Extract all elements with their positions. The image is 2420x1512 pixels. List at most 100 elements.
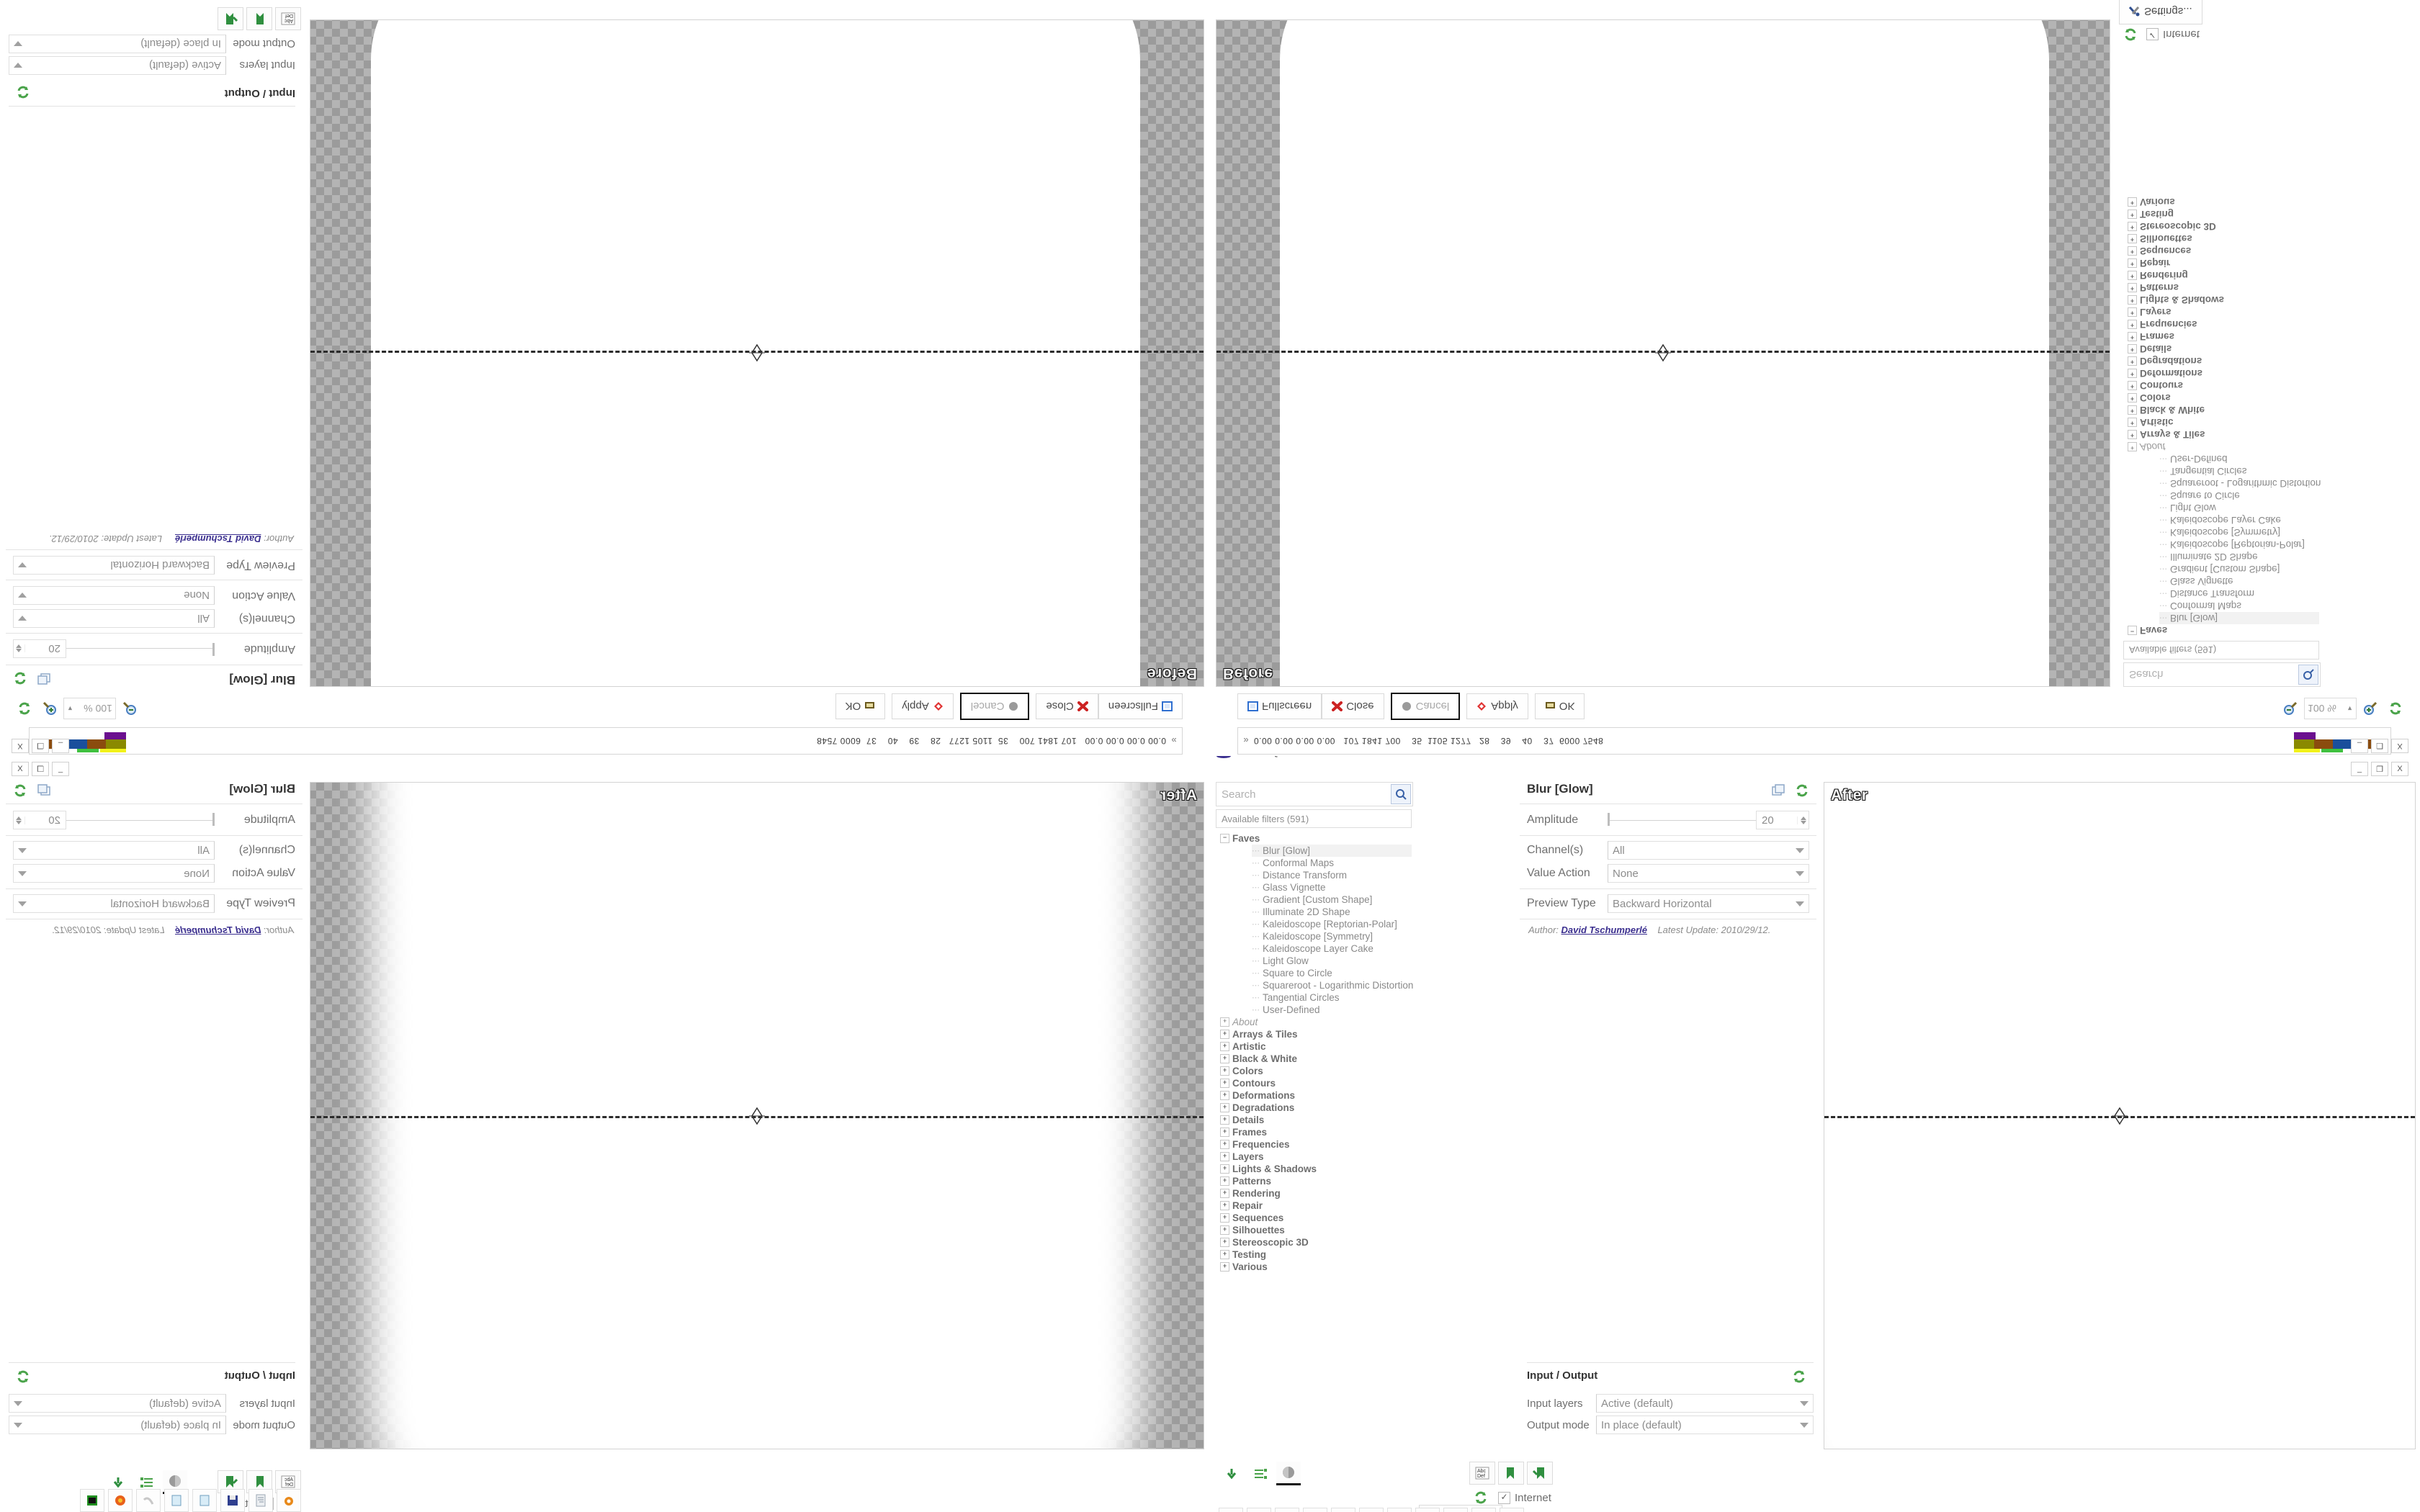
expand-icon[interactable]: + [1220, 1140, 1229, 1149]
tree-category-testing[interactable]: + Testing [1220, 1248, 1412, 1261]
tree-category-repair[interactable]: + Repair [1220, 1200, 1412, 1212]
tree-category-details[interactable]: + Details [1220, 1114, 1412, 1126]
tree-category-silhouettes[interactable]: + Silhouettes [1220, 1224, 1412, 1236]
expand-icon[interactable]: + [2128, 405, 2137, 415]
expand-icon[interactable]: + [2128, 222, 2137, 231]
filter-maximize-icon[interactable] [32, 779, 55, 802]
expand-icon[interactable]: + [2128, 307, 2137, 317]
filter-maximize-icon[interactable] [1767, 779, 1791, 802]
author-link[interactable]: David Tschumperlé [175, 534, 261, 544]
tree-item-gradient-custom-shape[interactable]: ⋯ Gradient [Custom Shape] [2159, 564, 2280, 575]
param-value-action[interactable]: Value Action None [13, 863, 295, 884]
list-edit-icon[interactable] [1247, 1462, 1273, 1485]
zoom-out-icon[interactable] [118, 697, 141, 720]
expand-icon[interactable]: + [1220, 1176, 1229, 1186]
spinner-arrows-icon[interactable] [1797, 816, 1806, 824]
io-output-mode-row[interactable]: Output mode In place (default) [1527, 1414, 1814, 1436]
refresh-filters-icon[interactable] [1469, 1486, 1492, 1509]
cancel-button[interactable]: Cancel [959, 693, 1030, 720]
preview-type-combo[interactable]: Backward Horizontal [13, 556, 215, 575]
tree-category-patterns[interactable]: + Patterns [2128, 282, 2319, 294]
minimize-button[interactable]: _ [2351, 739, 2368, 753]
tree-category-colors[interactable]: + Colors [2128, 392, 2319, 404]
param-value-action[interactable]: Value Action None [1527, 863, 1809, 884]
filter-reset-icon[interactable] [9, 779, 32, 802]
amplitude-spinner[interactable]: 20 [1756, 811, 1809, 829]
param-preview-type[interactable]: Preview Type Backward Horizontal [1527, 893, 1809, 914]
tree-item-user-defined[interactable]: ⋯ User-Defined [1252, 1004, 1320, 1015]
floppy64-icon[interactable] [220, 1489, 245, 1512]
preview-center-handle[interactable] [1654, 344, 1672, 363]
channels-combo[interactable]: All [13, 609, 215, 628]
penguin-purple-icon[interactable] [1443, 1508, 1468, 1512]
ok-button[interactable]: OK [835, 693, 886, 719]
tree-item-user-defined[interactable]: ⋯ User-Defined [2159, 454, 2228, 464]
collapse-icon[interactable]: − [1220, 834, 1229, 843]
maximize-button[interactable]: ❐ [32, 739, 49, 753]
expand-icon[interactable]: + [2128, 210, 2137, 219]
filter-maximize-icon[interactable] [32, 667, 55, 690]
tree-item-light-glow[interactable]: ⋯ Light Glow [2159, 503, 2216, 513]
expand-icon[interactable]: + [1220, 1238, 1229, 1247]
ghost-icon[interactable] [1275, 1508, 1299, 1512]
expand-icon[interactable]: + [2128, 283, 2137, 292]
tree-item-distance-transform[interactable]: ⋯ Distance Transform [1252, 870, 1348, 881]
download-icon[interactable] [105, 1471, 131, 1494]
search-input[interactable]: Search [2129, 668, 2164, 681]
gmic-hat-icon[interactable] [1500, 1508, 1524, 1512]
input-layers-combo[interactable]: Active (default) [9, 1394, 226, 1413]
tree-category-frequencies[interactable]: + Frequencies [1220, 1138, 1412, 1151]
bookmark-remove-icon[interactable] [218, 1470, 243, 1493]
tree-category-lights-shadows[interactable]: + Lights & Shadows [1220, 1163, 1412, 1175]
search-magnifier-icon[interactable] [1391, 784, 1411, 804]
filter-tree[interactable]: − Faves ⋯ Blur [Glow] ⋯ Conformal Maps ⋯ Di… [1216, 832, 1413, 1273]
close-window-button[interactable]: X [2391, 762, 2408, 776]
tree-item-conformal-maps[interactable]: ⋯ Conformal Maps [1252, 858, 1335, 868]
firefox-icon[interactable] [108, 1489, 133, 1512]
firefox-icon[interactable] [1247, 1508, 1271, 1512]
amplitude-spinner[interactable]: 20 [13, 639, 66, 658]
close-button[interactable]: Close [1036, 693, 1098, 719]
amplitude-slider[interactable] [66, 811, 215, 829]
close-window-button[interactable]: X [12, 762, 29, 776]
zoom-out-icon[interactable] [2279, 697, 2302, 720]
tree-category-stereoscopic-3d[interactable]: + Stereoscopic 3D [1220, 1236, 1412, 1248]
input-layers-combo[interactable]: Active (default) [9, 56, 226, 75]
tree-category-arrays-tiles[interactable]: + Arrays & Tiles [1220, 1028, 1412, 1040]
param-amplitude[interactable]: Amplitude 20 [13, 638, 295, 660]
value-action-combo[interactable]: None [1608, 864, 1809, 883]
tree-category-deformations[interactable]: + Deformations [1220, 1089, 1412, 1102]
tree-category-sequences[interactable]: + Sequences [1220, 1212, 1412, 1224]
spinner-arrows-icon[interactable] [16, 816, 25, 824]
tree-category-arrays-tiles[interactable]: + Arrays & Tiles [2128, 428, 2319, 441]
io-output-mode-row[interactable]: Output mode In place (default) [9, 33, 295, 55]
expand-icon[interactable]: + [1220, 1042, 1229, 1051]
close-button[interactable]: Close [1322, 693, 1384, 719]
expand-icon[interactable]: + [2128, 442, 2137, 451]
param-preview-type[interactable]: Preview Type Backward Horizontal [13, 893, 295, 914]
expand-icon[interactable]: + [1220, 1017, 1229, 1027]
tree-category-contours[interactable]: + Contours [1220, 1077, 1412, 1089]
tree-category-sequences[interactable]: + Sequences [2128, 245, 2319, 257]
expand-icon[interactable]: + [1220, 1201, 1229, 1210]
io-reset-icon[interactable] [12, 1365, 35, 1388]
tree-item-kaleidoscope-symmetry[interactable]: ⋯ Kaleidoscope [Symmetry] [1252, 931, 1373, 942]
tree-item-illuminate-2d-shape[interactable]: ⋯ Illuminate 2D Shape [1252, 906, 1350, 917]
notepad2-icon[interactable] [1331, 1508, 1355, 1512]
tree-category-degradations[interactable]: + Degradations [2128, 355, 2319, 367]
author-link[interactable]: David Tschumperlé [1561, 924, 1647, 935]
expand-icon[interactable]: + [1220, 1164, 1229, 1174]
notepad-icon[interactable] [1303, 1508, 1327, 1512]
maximize-button[interactable]: ❐ [2371, 762, 2388, 776]
reset-zoom-icon[interactable] [2384, 697, 2407, 720]
statusbar-chevron-icon[interactable]: » [1243, 735, 1249, 747]
preview-center-handle[interactable] [748, 344, 766, 363]
expand-icon[interactable]: + [1220, 1262, 1229, 1272]
tree-item-kaleidoscope-layer-cake[interactable]: ⋯ Kaleidoscope Layer Cake [2159, 515, 2281, 526]
expand-icon[interactable]: + [2128, 246, 2137, 256]
param-channels[interactable]: Channel(s) All [13, 608, 295, 629]
tree-item-conformal-maps[interactable]: ⋯ Conformal Maps [2159, 600, 2242, 611]
tree-item-kaleidoscope-reptorian-polar[interactable]: ⋯ Kaleidoscope [Reptorian-Polar] [1252, 919, 1397, 930]
tree-category-about[interactable]: + About [2128, 441, 2319, 453]
abc-def-icon[interactable]: Abc Def [275, 7, 301, 30]
